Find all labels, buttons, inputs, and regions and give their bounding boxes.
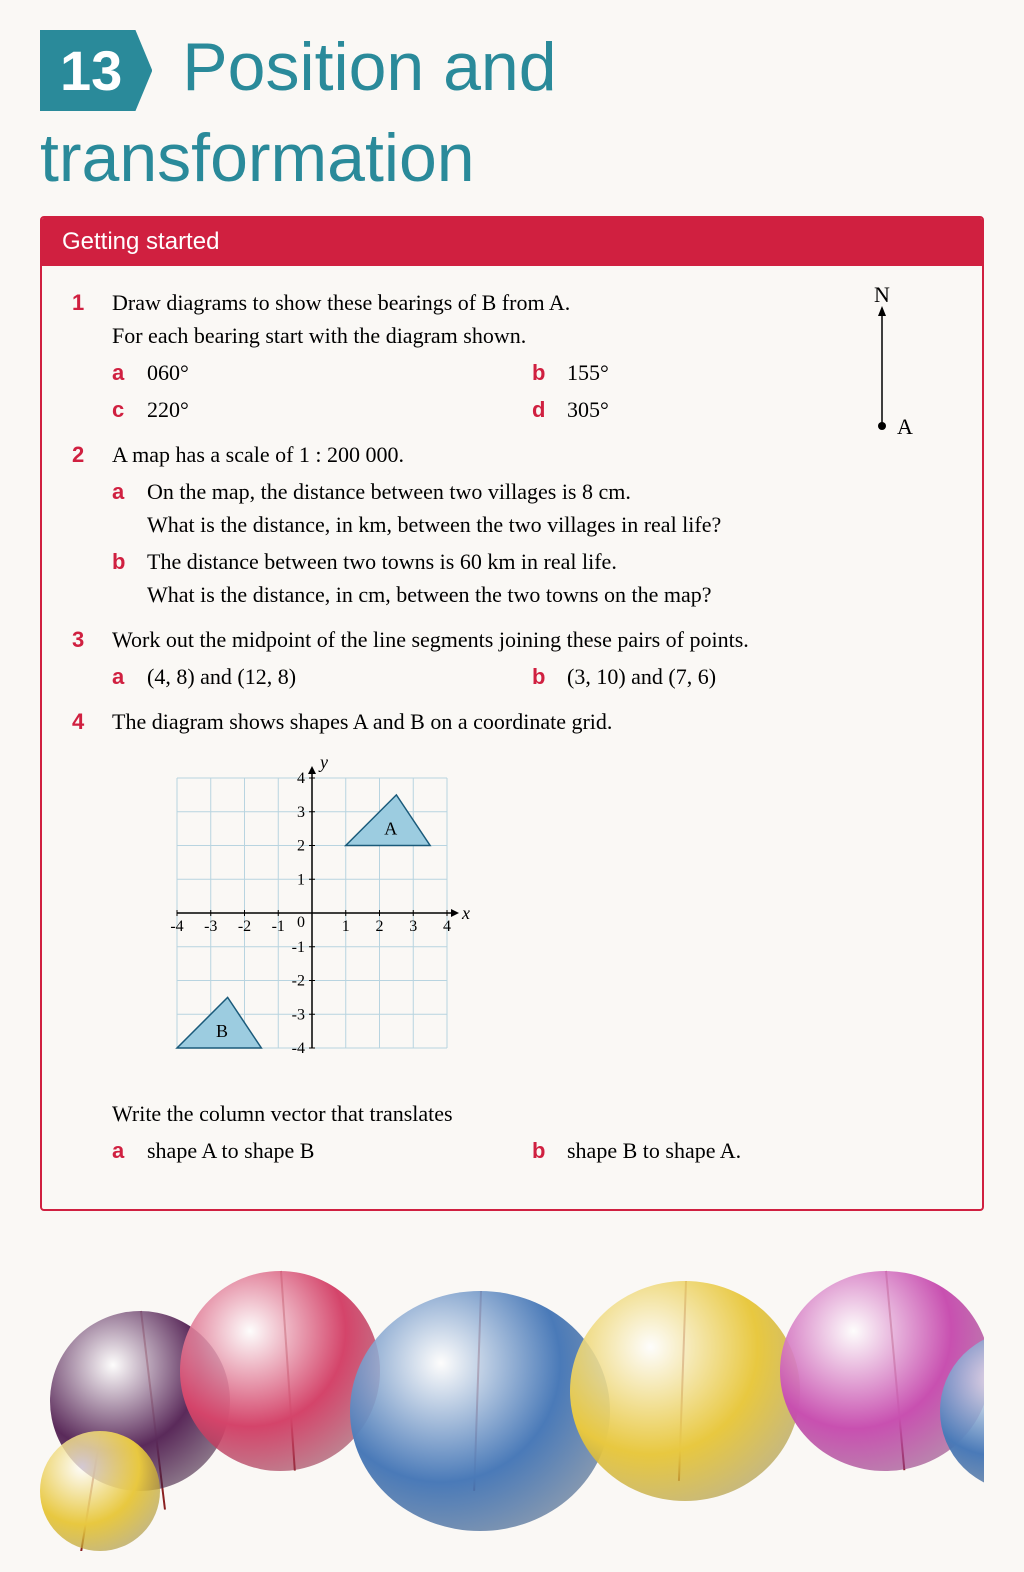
q2b-line1: The distance between two towns is 60 km … (147, 545, 712, 578)
section-header: Getting started (42, 218, 982, 266)
svg-text:-3: -3 (292, 1006, 305, 1023)
compass-n-label: N (874, 286, 890, 307)
svg-text:3: 3 (297, 804, 305, 821)
balloons-image (40, 1231, 984, 1551)
getting-started-box: Getting started N A 1 Draw diagrams to s… (40, 216, 984, 1211)
q1b-letter: b (532, 356, 567, 389)
svg-text:B: B (216, 1021, 228, 1041)
q3-part-a: a (4, 8) and (12, 8) (112, 660, 532, 693)
q1d-value: 305° (567, 393, 609, 426)
q1d-letter: d (532, 393, 567, 426)
question-1: 1 Draw diagrams to show these bearings o… (72, 286, 952, 430)
q3a-value: (4, 8) and (12, 8) (147, 660, 296, 693)
q2b-letter: b (112, 545, 147, 611)
chapter-number-badge: 13 (40, 30, 152, 111)
q1-text2: For each bearing start with the diagram … (112, 319, 952, 352)
svg-text:3: 3 (409, 918, 417, 935)
svg-text:x: x (461, 903, 470, 923)
q4a-letter: a (112, 1134, 147, 1167)
compass-point-a (878, 422, 886, 430)
chapter-header: 13 Position and (40, 30, 984, 111)
question-2: 2 A map has a scale of 1 : 200 000. a On… (72, 438, 952, 615)
question-4: 4 The diagram shows shapes A and B on a … (72, 705, 952, 1171)
q1a-value: 060° (147, 356, 189, 389)
balloon (570, 1281, 800, 1501)
svg-text:-1: -1 (292, 939, 305, 956)
q1c-value: 220° (147, 393, 189, 426)
svg-text:2: 2 (297, 837, 305, 854)
svg-text:-4: -4 (170, 918, 183, 935)
chapter-title-line1: Position and (182, 29, 556, 105)
q1-part-c: c 220° (112, 393, 532, 426)
q4-part-b: b shape B to shape A. (532, 1134, 952, 1167)
q2-part-b: b The distance between two towns is 60 k… (112, 545, 952, 611)
svg-text:4: 4 (443, 918, 451, 935)
q4b-value: shape B to shape A. (567, 1134, 741, 1167)
q3b-value: (3, 10) and (7, 6) (567, 660, 716, 693)
svg-text:1: 1 (342, 918, 350, 935)
q4a-value: shape A to shape B (147, 1134, 314, 1167)
q3-text: Work out the midpoint of the line segmen… (112, 623, 952, 656)
coordinate-grid: -4-3-2-101234-4-3-2-11234xyAB (152, 753, 472, 1073)
question-3: 3 Work out the midpoint of the line segm… (72, 623, 952, 697)
q2-number: 2 (72, 438, 112, 615)
q4-text2: Write the column vector that translates (112, 1097, 952, 1130)
q2a-line1: On the map, the distance between two vil… (147, 475, 721, 508)
compass-diagram: N A (842, 286, 922, 456)
svg-text:4: 4 (297, 770, 305, 787)
svg-text:-4: -4 (292, 1040, 305, 1057)
q4-text: The diagram shows shapes A and B on a co… (112, 705, 952, 738)
compass-arrow-icon (878, 306, 886, 316)
balloon (40, 1431, 160, 1551)
compass-a-label: A (897, 414, 913, 439)
chapter-title-line2: transformation (40, 121, 984, 196)
svg-text:y: y (318, 753, 328, 772)
q4b-letter: b (532, 1134, 567, 1167)
q1a-letter: a (112, 356, 147, 389)
svg-text:-3: -3 (204, 918, 217, 935)
balloon (180, 1271, 380, 1471)
q4-part-a: a shape A to shape B (112, 1134, 532, 1167)
q4-body: The diagram shows shapes A and B on a co… (112, 705, 952, 1171)
q2-part-a: a On the map, the distance between two v… (112, 475, 952, 541)
page: 13 Position and transformation Getting s… (0, 0, 1024, 1572)
q3-number: 3 (72, 623, 112, 697)
svg-text:-2: -2 (292, 972, 305, 989)
svg-text:A: A (384, 818, 397, 838)
q3a-letter: a (112, 660, 147, 693)
q1c-letter: c (112, 393, 147, 426)
q1-number: 1 (72, 286, 112, 430)
svg-text:2: 2 (376, 918, 384, 935)
q1b-value: 155° (567, 356, 609, 389)
q2-text: A map has a scale of 1 : 200 000. (112, 438, 952, 471)
chapter-title: Position and (182, 30, 556, 105)
q1-part-a: a 060° (112, 356, 532, 389)
svg-text:1: 1 (297, 871, 305, 888)
q3b-letter: b (532, 660, 567, 693)
svg-text:0: 0 (297, 914, 305, 931)
q3-part-b: b (3, 10) and (7, 6) (532, 660, 952, 693)
q2-body: A map has a scale of 1 : 200 000. a On t… (112, 438, 952, 615)
q4-number: 4 (72, 705, 112, 1171)
section-content: N A 1 Draw diagrams to show these bearin… (42, 266, 982, 1209)
q2a-line2: What is the distance, in km, between the… (147, 508, 721, 541)
svg-text:-2: -2 (238, 918, 251, 935)
q1-text: Draw diagrams to show these bearings of … (112, 286, 952, 319)
svg-text:-1: -1 (272, 918, 285, 935)
q1-body: Draw diagrams to show these bearings of … (112, 286, 952, 430)
q2a-letter: a (112, 475, 147, 541)
q2b-line2: What is the distance, in cm, between the… (147, 578, 712, 611)
q3-body: Work out the midpoint of the line segmen… (112, 623, 952, 697)
